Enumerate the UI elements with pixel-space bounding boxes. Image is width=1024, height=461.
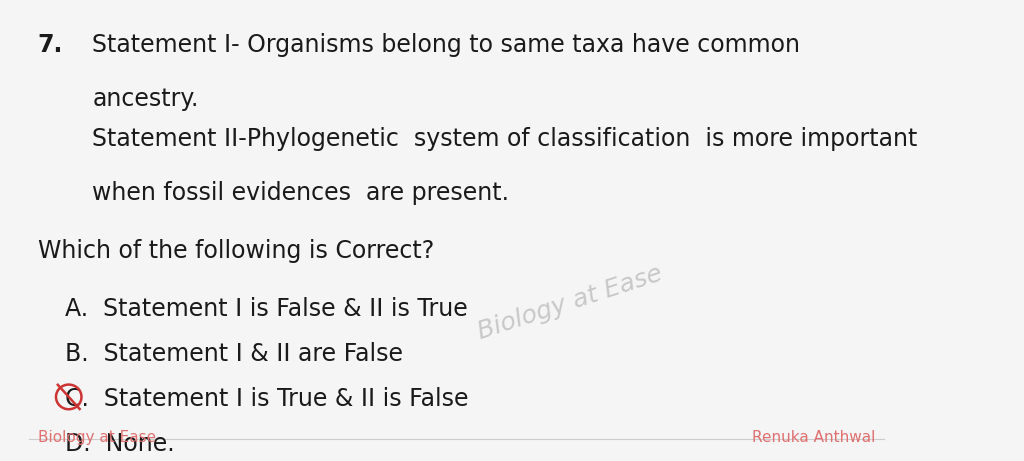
Text: Renuka Anthwal: Renuka Anthwal [752,430,876,445]
Text: 7.: 7. [38,33,63,57]
Text: ancestry.: ancestry. [92,87,199,111]
Text: A.  Statement I is False & II is True: A. Statement I is False & II is True [66,297,468,321]
Text: D.  None.: D. None. [66,432,175,456]
Text: Which of the following is Correct?: Which of the following is Correct? [38,239,434,263]
Text: Biology at Ease: Biology at Ease [475,261,666,344]
Text: Statement II-Phylogenetic  system of classification  is more important: Statement II-Phylogenetic system of clas… [92,127,918,151]
Text: when fossil evidences  are present.: when fossil evidences are present. [92,181,509,205]
Text: Biology at Ease: Biology at Ease [38,430,156,445]
Text: Statement I- Organisms belong to same taxa have common: Statement I- Organisms belong to same ta… [92,33,801,57]
Text: B.  Statement I & II are False: B. Statement I & II are False [66,342,403,366]
Text: C.  Statement I is True & II is False: C. Statement I is True & II is False [66,387,469,411]
